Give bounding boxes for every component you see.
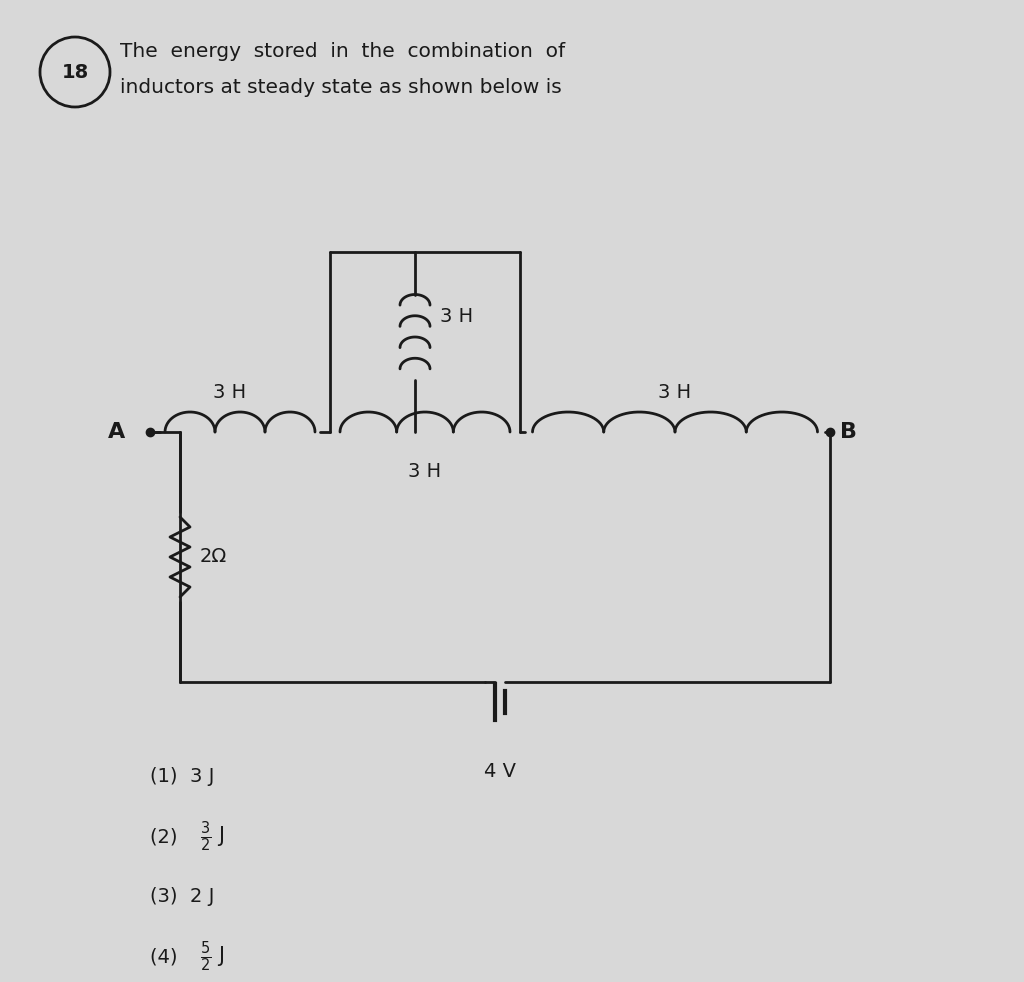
- Text: 18: 18: [61, 63, 89, 82]
- Text: 3 H: 3 H: [213, 383, 247, 402]
- Text: A: A: [108, 422, 125, 442]
- Text: 3 H: 3 H: [440, 307, 473, 326]
- Text: 4 V: 4 V: [484, 762, 516, 781]
- Text: (4): (4): [150, 948, 190, 966]
- Text: 3 H: 3 H: [409, 462, 441, 481]
- Text: 2Ω: 2Ω: [200, 548, 227, 567]
- Text: (2): (2): [150, 828, 190, 846]
- Text: 3 H: 3 H: [658, 383, 691, 402]
- Text: inductors at steady state as shown below is: inductors at steady state as shown below…: [120, 78, 562, 96]
- Text: (1)  3 J: (1) 3 J: [150, 768, 214, 787]
- Text: $\frac{3}{2}$ J: $\frac{3}{2}$ J: [200, 820, 224, 854]
- Text: The  energy  stored  in  the  combination  of: The energy stored in the combination of: [120, 42, 565, 62]
- Text: $\frac{5}{2}$ J: $\frac{5}{2}$ J: [200, 940, 224, 974]
- Text: B: B: [840, 422, 857, 442]
- Text: (3)  2 J: (3) 2 J: [150, 888, 214, 906]
